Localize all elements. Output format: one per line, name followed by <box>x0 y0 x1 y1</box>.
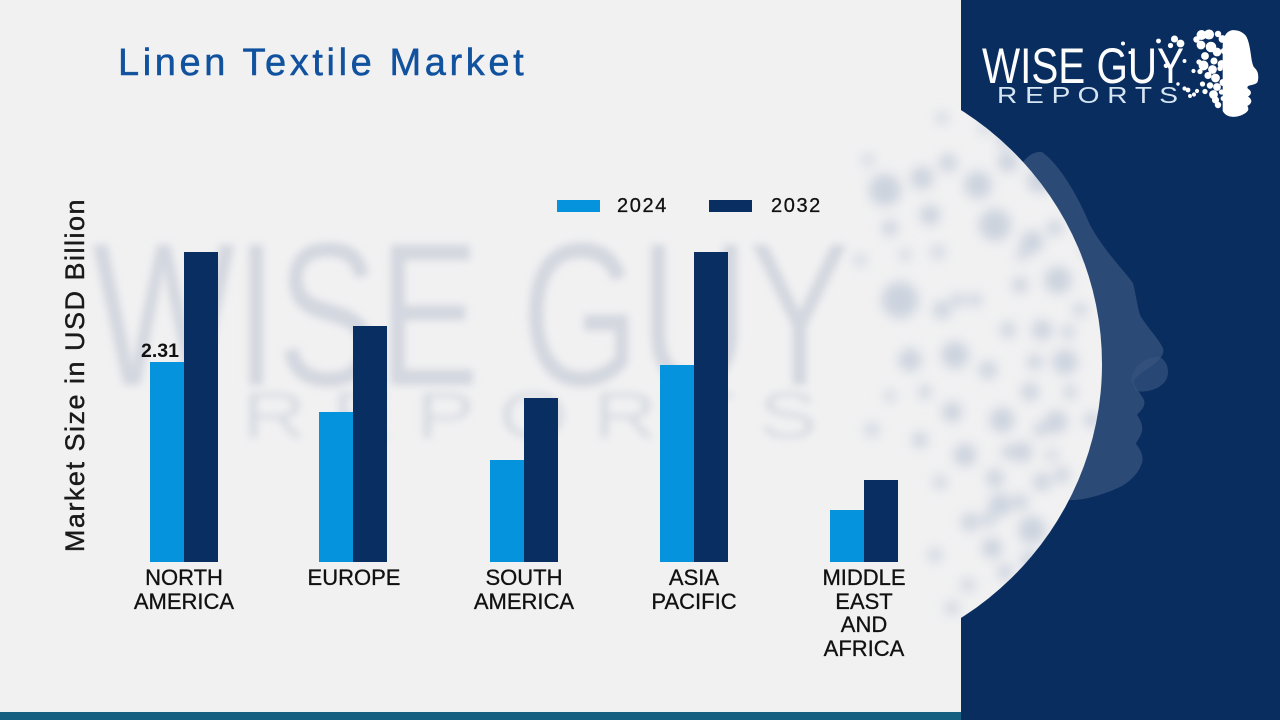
svg-text:WISE GUY: WISE GUY <box>982 38 1184 94</box>
svg-text:R E P O R T S: R E P O R T S <box>997 82 1178 108</box>
